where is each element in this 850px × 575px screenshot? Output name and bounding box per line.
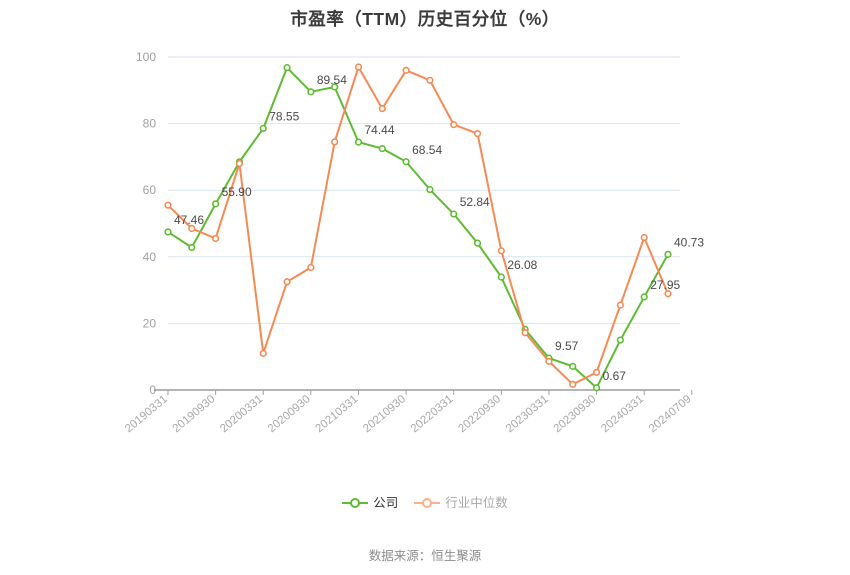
y-axis-tick-label: 20	[143, 316, 157, 330]
x-axis-tick-label: 20200930	[266, 393, 313, 435]
data-point-marker[interactable]	[426, 76, 434, 84]
series-industry-median	[164, 63, 672, 388]
x-axis-tick-label: 20200331	[218, 393, 265, 435]
data-point-marker[interactable]	[188, 243, 196, 252]
data-point-marker[interactable]	[402, 158, 410, 166]
series-line	[167, 65, 669, 386]
chart-legend: 公司 行业中位数	[0, 496, 850, 510]
data-point-marker[interactable]	[592, 384, 601, 392]
x-axis-tick-label: 20240709	[647, 393, 694, 435]
data-point-marker[interactable]	[664, 250, 672, 258]
data-point-marker[interactable]	[664, 290, 672, 298]
data-point-marker[interactable]	[259, 349, 267, 357]
x-axis-tick-label: 20190930	[171, 393, 218, 435]
data-point-label: 78.55	[269, 109, 299, 123]
data-point-marker[interactable]	[354, 63, 363, 71]
data-labels-layer: 47.46 55.90 78.55 89.54 74.44 68.54 52.84 26.08…	[174, 73, 704, 383]
data-point-marker[interactable]	[402, 66, 410, 74]
data-point-label: 27.95	[650, 278, 680, 292]
data-point-marker[interactable]	[640, 233, 648, 242]
data-point-marker[interactable]	[331, 83, 339, 91]
y-axis-tick-label: 60	[143, 183, 157, 197]
data-point-marker[interactable]	[450, 210, 458, 218]
y-axis-tick-label: 0	[149, 383, 156, 397]
legend-marker-icon	[342, 498, 369, 508]
data-point-label: 0.67	[603, 369, 627, 383]
chart-title: 市盈率（TTM）历史百分位（%）	[290, 9, 560, 29]
data-point-marker[interactable]	[212, 200, 220, 208]
data-point-label: 55.90	[222, 185, 252, 199]
data-point-marker[interactable]	[545, 357, 553, 365]
data-point-marker[interactable]	[592, 368, 601, 376]
data-point-label: 74.44	[364, 123, 394, 137]
legend-item-company[interactable]: 公司	[342, 496, 398, 510]
data-point-marker[interactable]	[331, 138, 339, 146]
y-axis-tick-label: 100	[136, 50, 156, 64]
data-point-marker[interactable]	[473, 239, 482, 247]
data-point-marker[interactable]	[426, 185, 434, 194]
data-point-marker[interactable]	[307, 263, 315, 272]
x-axis-tick-label: 20210930	[361, 393, 408, 435]
x-axis-tick-label: 20230930	[552, 393, 599, 435]
data-point-marker[interactable]	[354, 138, 363, 146]
x-axis-tick-label: 20210331	[313, 393, 360, 435]
y-axis-tick-labels: 0 20 40 60 80 100	[136, 50, 156, 397]
x-axis-tick-label: 20230331	[504, 393, 551, 435]
data-point-marker[interactable]	[569, 362, 577, 370]
series-layer	[164, 63, 672, 392]
data-point-marker[interactable]	[640, 293, 648, 301]
x-axis-tick-label: 20190331	[123, 393, 170, 435]
data-point-marker[interactable]	[473, 129, 482, 138]
legend-item-label: 公司	[373, 495, 399, 510]
series-company	[164, 64, 672, 392]
data-point-marker[interactable]	[283, 64, 291, 72]
data-point-label: 9.57	[555, 339, 579, 353]
data-point-marker[interactable]	[307, 88, 315, 96]
data-point-label: 47.46	[174, 213, 204, 227]
data-point-marker[interactable]	[259, 124, 267, 133]
x-axis-tick-label: 20220331	[409, 393, 456, 435]
data-point-label: 89.54	[317, 73, 347, 87]
data-point-marker[interactable]	[521, 329, 529, 337]
data-point-marker[interactable]	[569, 380, 577, 388]
data-point-marker[interactable]	[616, 336, 624, 344]
data-point-label: 52.84	[460, 195, 490, 209]
data-point-marker[interactable]	[212, 234, 220, 243]
data-source-note: 数据来源：恒生聚源	[368, 549, 482, 563]
data-point-marker[interactable]	[616, 301, 624, 309]
x-axis-tick-label: 20240331	[599, 393, 646, 435]
legend-item-label: 行业中位数	[445, 495, 508, 510]
data-point-marker[interactable]	[497, 273, 505, 281]
data-point-marker[interactable]	[164, 201, 172, 209]
legend-item-industry-median[interactable]: 行业中位数	[414, 496, 508, 510]
series-line	[167, 66, 669, 389]
data-point-label: 68.54	[412, 143, 442, 157]
x-axis	[154, 389, 693, 395]
data-point-marker[interactable]	[497, 247, 505, 255]
gridlines	[168, 56, 680, 324]
data-point-marker[interactable]	[450, 120, 458, 129]
y-axis-tick-label: 80	[143, 117, 157, 131]
data-point-marker[interactable]	[283, 278, 291, 286]
data-point-marker[interactable]	[188, 224, 196, 233]
data-point-marker[interactable]	[164, 228, 172, 236]
y-axis-tick-label: 40	[143, 250, 157, 264]
data-point-marker[interactable]	[235, 159, 244, 168]
legend-marker-icon	[414, 498, 441, 508]
x-axis-tick-label: 20220930	[456, 393, 503, 435]
data-point-label: 26.08	[507, 258, 537, 272]
data-point-marker[interactable]	[378, 144, 386, 153]
data-point-label: 40.73	[674, 235, 704, 249]
x-axis-tick-labels: 20190331 20190930 20200331 20200930 20210331…	[123, 393, 694, 435]
data-point-marker[interactable]	[378, 105, 386, 113]
